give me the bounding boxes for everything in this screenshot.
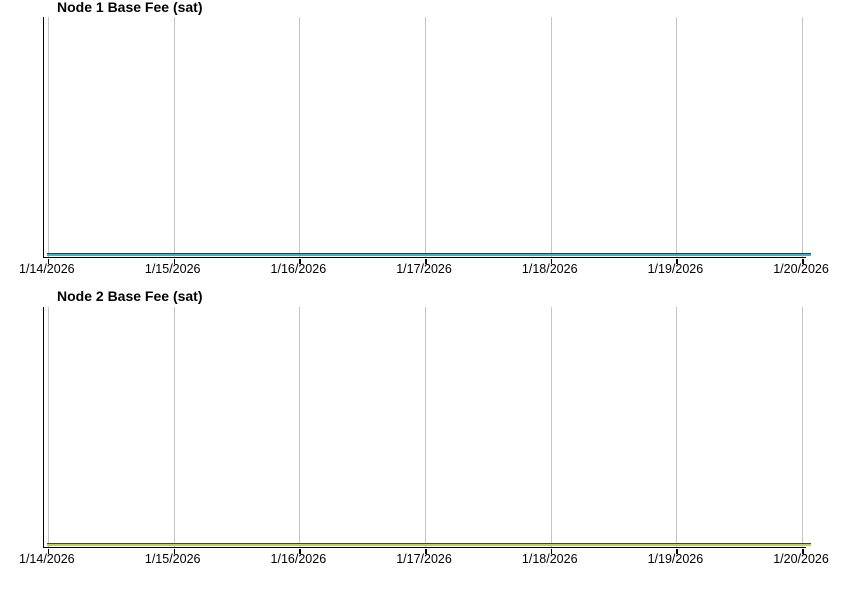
gridline [425, 17, 426, 257]
x-axis-label: 1/19/2026 [647, 262, 704, 276]
tick-mark [550, 259, 553, 264]
chart1-series-line [47, 254, 811, 256]
gridline [802, 17, 804, 257]
tick-mark [550, 549, 553, 554]
gridline [173, 307, 175, 547]
tick-mark [299, 549, 301, 554]
x-axis-label: 1/14/2026 [18, 552, 75, 566]
tick-mark [802, 259, 804, 264]
x-axis-label: 1/16/2026 [270, 262, 327, 276]
x-axis-label: 1/15/2026 [144, 552, 201, 566]
chart2-series-line [47, 544, 811, 546]
gridline [299, 17, 301, 257]
gridline [550, 17, 552, 257]
tick-mark [425, 259, 427, 264]
x-axis-label: 1/17/2026 [396, 262, 452, 276]
tick-mark [173, 549, 176, 554]
tick-mark [802, 549, 804, 554]
gridline [802, 307, 804, 547]
gridline [47, 17, 49, 257]
tick-mark [676, 549, 678, 554]
tick-mark [47, 549, 50, 554]
gridline [299, 307, 301, 547]
chart2-series-line-dark [47, 543, 811, 544]
gridline [676, 17, 678, 257]
chart1-plot-area [43, 17, 811, 264]
x-axis-label: 1/20/2026 [773, 262, 829, 276]
chart1-title: Node 1 Base Fee (sat) [57, 0, 203, 15]
x-axis-label: 1/19/2026 [647, 552, 704, 566]
tick-mark [425, 549, 427, 554]
x-axis-label: 1/20/2026 [773, 552, 829, 566]
tick-mark [47, 259, 50, 264]
chart1-x-axis-labels: 1/14/2026 1/15/2026 1/16/2026 1/17/2026 … [19, 262, 829, 278]
x-axis-label: 1/14/2026 [18, 262, 75, 276]
tick-mark [173, 259, 176, 264]
x-axis-label: 1/17/2026 [396, 552, 452, 566]
chart2-plot-area [43, 307, 811, 554]
chart2-x-axis-labels: 1/14/2026 1/15/2026 1/16/2026 1/17/2026 … [19, 552, 829, 568]
gridline [47, 307, 49, 547]
x-axis-label: 1/16/2026 [270, 552, 327, 566]
x-axis-label: 1/18/2026 [521, 262, 578, 276]
gridline [676, 307, 678, 547]
tick-mark [676, 259, 678, 264]
x-axis-label: 1/18/2026 [521, 552, 578, 566]
tick-mark [299, 259, 301, 264]
gridline [550, 307, 552, 547]
chart2-title: Node 2 Base Fee (sat) [57, 288, 203, 304]
chart1-series-line-dark [47, 253, 811, 254]
gridline [425, 307, 426, 547]
gridline [173, 17, 175, 257]
x-axis-label: 1/15/2026 [144, 262, 201, 276]
